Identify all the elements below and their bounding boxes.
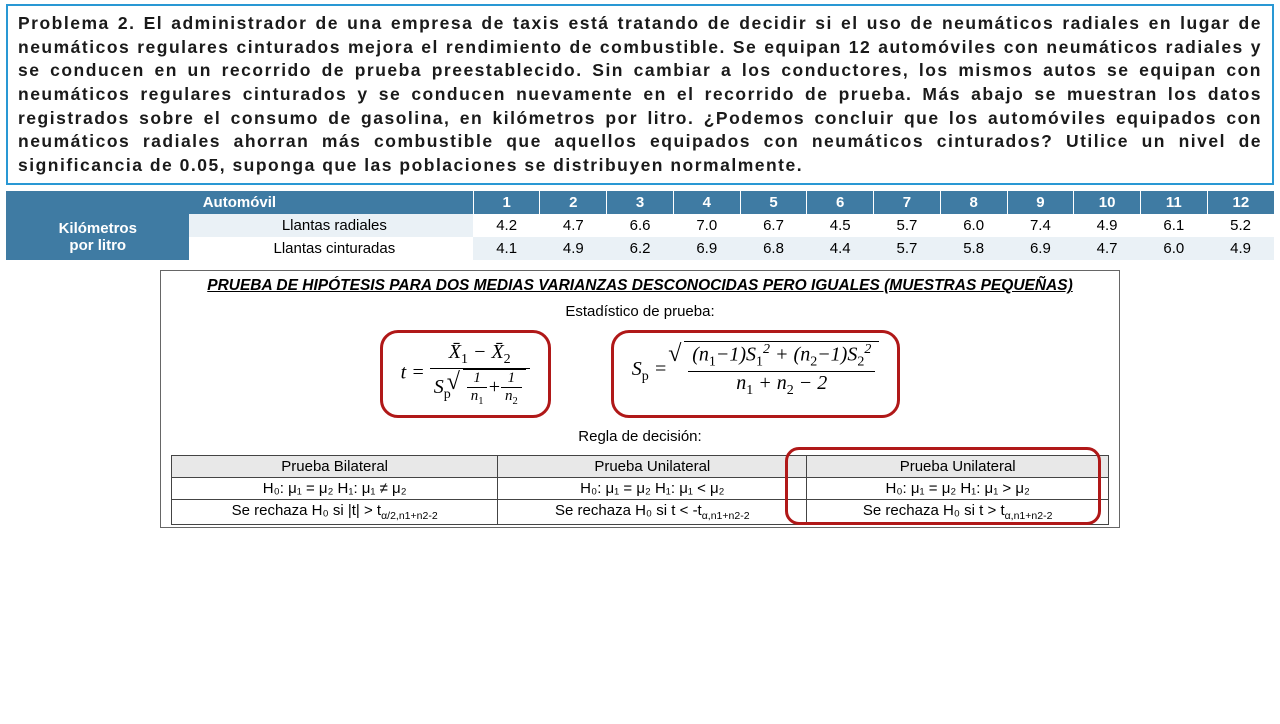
table-header-row: Automóvil 1 2 3 4 5 6 7 8 9 10 11 12 xyxy=(6,191,1274,214)
header-automovil: Automóvil xyxy=(6,191,473,214)
hyp-unilateral-gt: H₀: μ₁ = μ₂ H₁: μ₁ > μ₂ xyxy=(807,478,1109,500)
cell: 4.9 xyxy=(540,237,607,260)
col-4: 4 xyxy=(673,191,740,214)
cell: 5.7 xyxy=(874,214,941,237)
formula-panel: PRUEBA DE HIPÓTESIS PARA DOS MEDIAS VARI… xyxy=(160,270,1120,528)
problem-statement-box: Problema 2. El administrador de una empr… xyxy=(6,4,1274,185)
row2-label: Llantas cinturadas xyxy=(189,237,473,260)
col-2: 2 xyxy=(540,191,607,214)
col-11: 11 xyxy=(1140,191,1207,214)
col-6: 6 xyxy=(807,191,874,214)
col-3: 3 xyxy=(607,191,674,214)
rule-text: Se rechaza H₀ si t > t xyxy=(863,502,1005,519)
col-12: 12 xyxy=(1207,191,1274,214)
data-table: Automóvil 1 2 3 4 5 6 7 8 9 10 11 12 Kil… xyxy=(6,191,1274,260)
cell: 6.9 xyxy=(673,237,740,260)
cell: 6.6 xyxy=(607,214,674,237)
problem-text: Problema 2. El administrador de una empr… xyxy=(18,12,1262,177)
row1-label: Llantas radiales xyxy=(189,214,473,237)
cell: 6.7 xyxy=(740,214,807,237)
row-group-line2: por litro xyxy=(69,237,126,254)
stat-label: Estadístico de prueba: xyxy=(171,303,1109,320)
decision-rule-row: Se rechaza H₀ si |t| > tα/2,n1+n2-2 Se r… xyxy=(172,500,1109,525)
row-group-label: Kilómetros por litro xyxy=(6,214,189,260)
cell: 4.4 xyxy=(807,237,874,260)
cell: 5.8 xyxy=(940,237,1007,260)
cell: 4.9 xyxy=(1074,214,1141,237)
col-unilateral-lt: Prueba Unilateral xyxy=(498,456,807,478)
col-9: 9 xyxy=(1007,191,1074,214)
decision-hypothesis-row: H₀: μ₁ = μ₂ H₁: μ₁ ≠ μ₂ H₀: μ₁ = μ₂ H₁: … xyxy=(172,478,1109,500)
rule-sub: α,n1+n2-2 xyxy=(1005,510,1053,522)
cell: 6.9 xyxy=(1007,237,1074,260)
cell: 6.0 xyxy=(940,214,1007,237)
formula-row: t = X̄1 − X̄2 Sp1n1+1n2 Sp = (n1−1)S12 +… xyxy=(171,330,1109,418)
cell: 5.2 xyxy=(1207,214,1274,237)
cell: 4.7 xyxy=(540,214,607,237)
cell: 6.2 xyxy=(607,237,674,260)
t-statistic-formula: t = X̄1 − X̄2 Sp1n1+1n2 xyxy=(380,330,551,418)
rule-unilateral-gt: Se rechaza H₀ si t > tα,n1+n2-2 xyxy=(807,500,1109,525)
rule-unilateral-lt: Se rechaza H₀ si t < -tα,n1+n2-2 xyxy=(498,500,807,525)
table-row: Llantas cinturadas 4.1 4.9 6.2 6.9 6.8 4… xyxy=(6,237,1274,260)
cell: 5.7 xyxy=(874,237,941,260)
col-8: 8 xyxy=(940,191,1007,214)
decision-table: Prueba Bilateral Prueba Unilateral Prueb… xyxy=(171,455,1109,525)
cell: 4.1 xyxy=(473,237,540,260)
rule-sub: α/2,n1+n2-2 xyxy=(381,510,438,522)
panel-title: PRUEBA DE HIPÓTESIS PARA DOS MEDIAS VARI… xyxy=(171,277,1109,295)
col-10: 10 xyxy=(1074,191,1141,214)
hyp-unilateral-lt: H₀: μ₁ = μ₂ H₁: μ₁ < μ₂ xyxy=(498,478,807,500)
col-bilateral: Prueba Bilateral xyxy=(172,456,498,478)
decision-header-row: Prueba Bilateral Prueba Unilateral Prueb… xyxy=(172,456,1109,478)
col-1: 1 xyxy=(473,191,540,214)
cell: 4.2 xyxy=(473,214,540,237)
cell: 7.4 xyxy=(1007,214,1074,237)
decision-table-wrap: Prueba Bilateral Prueba Unilateral Prueb… xyxy=(171,455,1109,525)
sp-formula: Sp = (n1−1)S12 + (n2−1)S22 n1 + n2 − 2 xyxy=(611,330,901,418)
rule-text: Se rechaza H₀ si |t| > t xyxy=(232,502,382,519)
table-row: Kilómetros por litro Llantas radiales 4.… xyxy=(6,214,1274,237)
col-7: 7 xyxy=(874,191,941,214)
cell: 7.0 xyxy=(673,214,740,237)
problem-title: Problema 2. xyxy=(18,13,135,33)
col-unilateral-gt: Prueba Unilateral xyxy=(807,456,1109,478)
cell: 6.8 xyxy=(740,237,807,260)
cell: 4.5 xyxy=(807,214,874,237)
cell: 4.7 xyxy=(1074,237,1141,260)
hyp-bilateral: H₀: μ₁ = μ₂ H₁: μ₁ ≠ μ₂ xyxy=(172,478,498,500)
rule-text: Se rechaza H₀ si t < -t xyxy=(555,502,702,519)
problem-body: El administrador de una empresa de taxis… xyxy=(18,13,1262,175)
cell: 6.1 xyxy=(1140,214,1207,237)
cell: 6.0 xyxy=(1140,237,1207,260)
col-5: 5 xyxy=(740,191,807,214)
rule-sub: α,n1+n2-2 xyxy=(702,510,750,522)
rule-bilateral: Se rechaza H₀ si |t| > tα/2,n1+n2-2 xyxy=(172,500,498,525)
rule-label: Regla de decisión: xyxy=(171,428,1109,445)
cell: 4.9 xyxy=(1207,237,1274,260)
row-group-line1: Kilómetros xyxy=(59,220,137,237)
